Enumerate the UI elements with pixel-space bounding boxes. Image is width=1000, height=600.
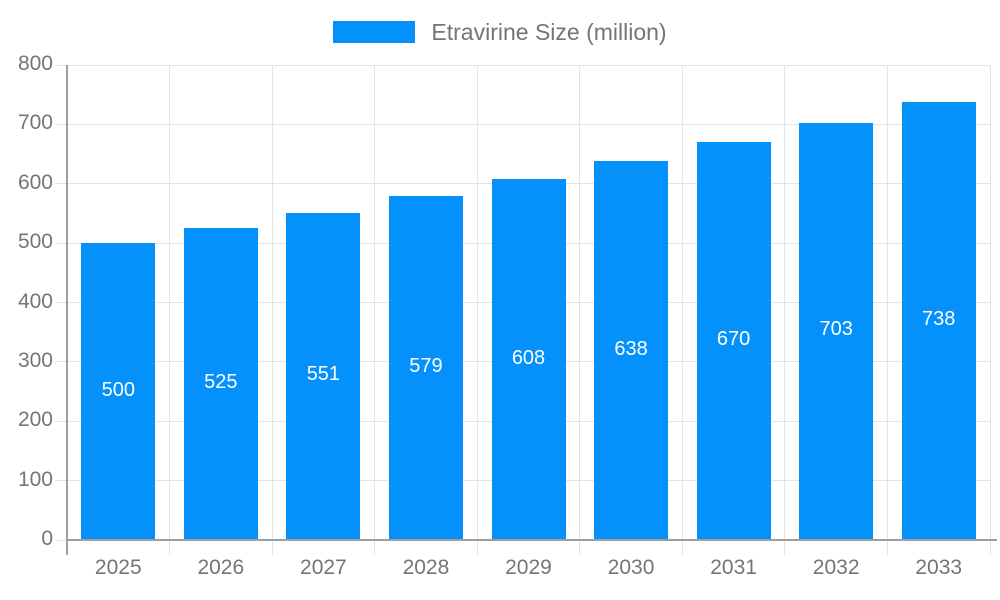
- bar-value-label: 500: [101, 378, 135, 401]
- x-tick-label: 2031: [710, 556, 757, 579]
- y-tick: [55, 361, 67, 363]
- x-gridline: [886, 65, 888, 555]
- bar-value-label: 738: [922, 307, 956, 330]
- x-tick-label: 2027: [300, 556, 347, 579]
- y-tick-label: 500: [17, 230, 53, 254]
- x-tick-label: 2029: [505, 556, 552, 579]
- bar: [183, 228, 258, 540]
- bar-value-label: 703: [819, 318, 853, 341]
- bar-value-label: 670: [716, 328, 751, 351]
- x-tick-label: 2033: [915, 556, 963, 579]
- y-tick-label: 100: [17, 467, 53, 491]
- y-tick: [55, 64, 67, 66]
- bar-value-label: 551: [306, 363, 341, 386]
- bar: [696, 142, 771, 540]
- y-tick-label: 600: [17, 170, 53, 194]
- x-gridline: [579, 65, 581, 555]
- legend-swatch-icon: [333, 21, 416, 43]
- y-tick-label: 400: [17, 289, 53, 313]
- bar: [901, 101, 976, 540]
- y-gridline: [67, 123, 990, 125]
- x-gridline: [476, 65, 478, 555]
- x-tick-label: 2028: [402, 556, 450, 579]
- x-tick-label: 2032: [812, 556, 860, 579]
- x-tick-label: 2026: [197, 556, 245, 579]
- x-axis-line: [66, 539, 997, 541]
- x-gridline: [169, 65, 171, 555]
- bar: [81, 243, 156, 540]
- x-tick-label: 2030: [607, 556, 655, 579]
- legend: Etravirine Size (million): [0, 14, 1000, 50]
- y-tick-label: 0: [41, 527, 53, 550]
- bar: [491, 179, 566, 540]
- x-tick-label: 2025: [94, 556, 142, 579]
- x-gridline: [784, 65, 786, 555]
- x-gridline: [271, 65, 273, 555]
- y-gridline: [67, 64, 990, 66]
- bar-value-label: 579: [409, 355, 443, 378]
- bar: [286, 212, 361, 540]
- y-tick-label: 800: [17, 52, 53, 75]
- x-gridline: [681, 65, 683, 555]
- y-tick-label: 300: [17, 348, 53, 372]
- bar: [388, 196, 463, 540]
- y-tick: [55, 123, 67, 125]
- bar-value-label: 638: [614, 337, 648, 360]
- y-tick-label: 700: [17, 111, 53, 135]
- y-axis-line: [66, 65, 68, 555]
- y-tick: [55, 420, 67, 422]
- bar: [799, 122, 874, 540]
- y-tick-label: 200: [17, 408, 53, 432]
- y-tick: [55, 302, 67, 303]
- x-gridline: [374, 65, 376, 555]
- x-gridline: [989, 65, 991, 555]
- y-tick: [55, 242, 67, 244]
- y-tick: [55, 539, 67, 541]
- bar: [594, 161, 669, 540]
- bar-value-label: 525: [204, 371, 238, 394]
- legend-label: Etravirine Size (million): [431, 18, 667, 45]
- bar-value-label: 608: [511, 346, 546, 369]
- y-tick: [55, 480, 67, 482]
- y-tick: [55, 183, 67, 185]
